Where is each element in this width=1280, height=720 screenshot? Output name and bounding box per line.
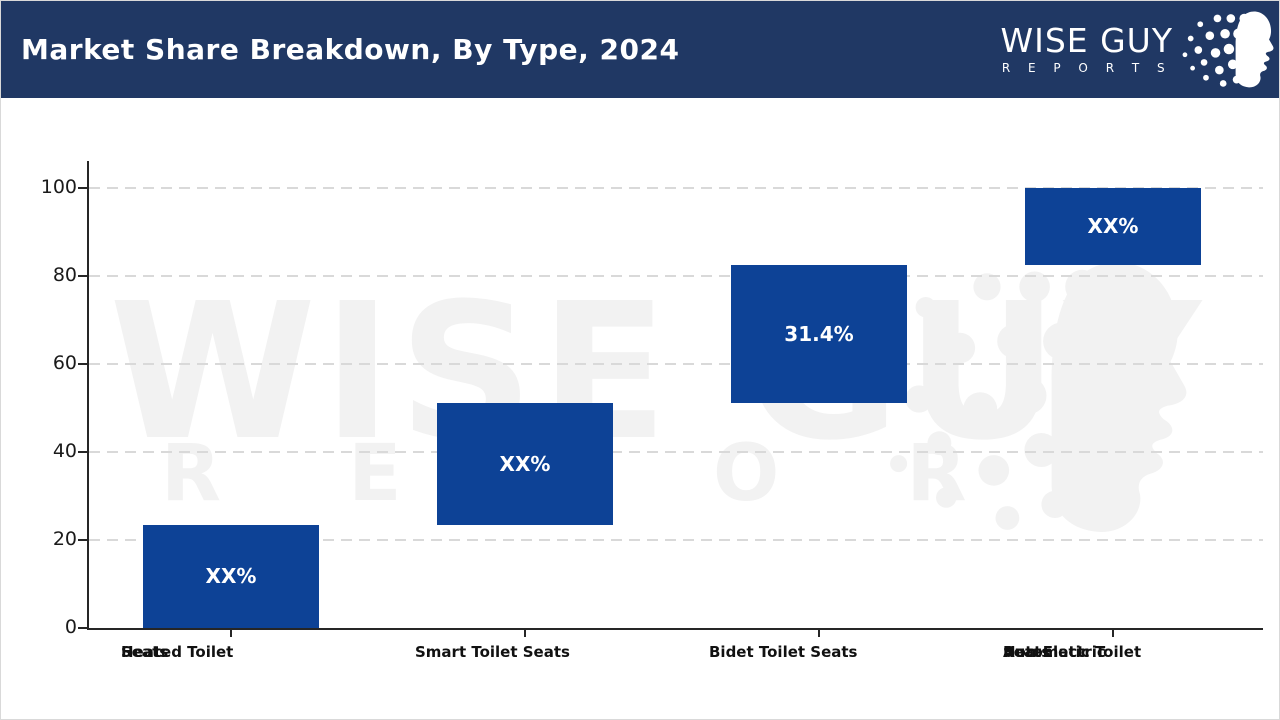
logo-name: WISE GUY — [1000, 21, 1173, 60]
x-tick-mark — [818, 630, 820, 637]
logo-text: WISE GUY R E P O R T S — [1000, 21, 1173, 76]
x-category-line: Seats — [1003, 643, 1051, 661]
chart-title: Market Share Breakdown, By Type, 2024 — [21, 33, 680, 66]
y-axis-line — [87, 161, 89, 630]
gridline — [89, 363, 1263, 365]
bar-segment: XX% — [1025, 188, 1201, 265]
y-tick-label: 80 — [52, 264, 77, 286]
gridline — [89, 187, 1263, 189]
y-tick-label: 40 — [52, 440, 77, 462]
x-category-line: Heated Toilet — [121, 643, 234, 661]
watermark-wordmark: WISE GUY — [109, 263, 1207, 482]
wiseguy-logo: WISE GUY R E P O R T S — [1000, 1, 1275, 98]
x-category-line: Non-Electric — [1003, 643, 1106, 661]
face-profile-icon — [1179, 7, 1275, 93]
x-category-line: Seats — [121, 643, 169, 661]
gridline — [89, 539, 1263, 541]
x-category-line: Bidet Toilet Seats — [709, 643, 858, 661]
x-category-line: Smart Toilet Seats — [415, 643, 570, 661]
y-tick-mark — [78, 451, 87, 453]
y-tick-mark — [78, 627, 87, 629]
header-banner: Market Share Breakdown, By Type, 2024 WI… — [1, 1, 1279, 98]
y-tick-mark — [78, 187, 87, 189]
y-tick-mark — [78, 275, 87, 277]
y-tick-mark — [78, 363, 87, 365]
y-tick-label: 100 — [40, 176, 77, 198]
y-tick-label: 20 — [52, 528, 77, 550]
x-tick-mark — [230, 630, 232, 637]
bar-segment: XX% — [143, 524, 319, 628]
gridline — [89, 451, 1263, 453]
y-tick-label: 0 — [64, 616, 77, 638]
gridline — [89, 275, 1263, 277]
bar-segment: XX% — [437, 402, 613, 525]
x-category-line: Automatic Toilet — [1003, 643, 1142, 661]
bar-segment: 31.4% — [731, 264, 907, 403]
x-axis-line — [87, 628, 1263, 630]
x-tick-mark — [524, 630, 526, 637]
y-tick-label: 60 — [52, 352, 77, 374]
y-tick-mark — [78, 539, 87, 541]
logo-tagline: R E P O R T S — [1001, 61, 1172, 75]
x-tick-mark — [1112, 630, 1114, 637]
